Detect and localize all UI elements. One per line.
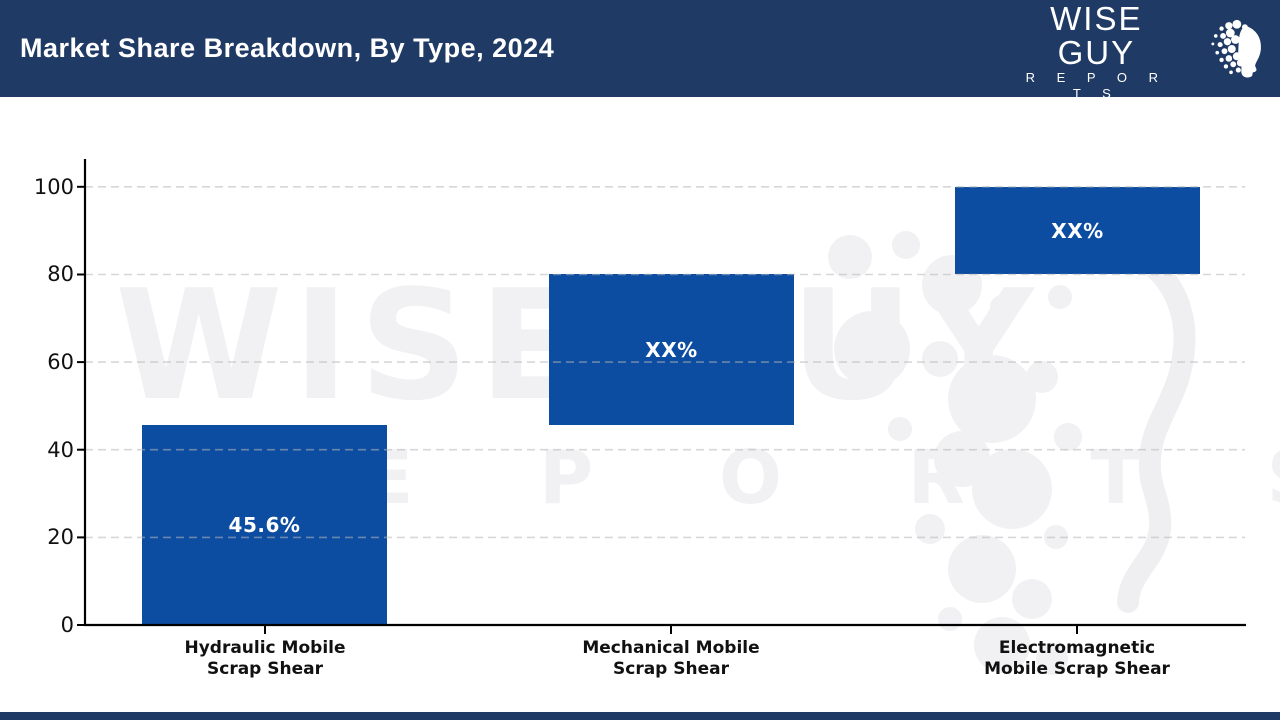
y-tick-label-80: 80 xyxy=(47,262,74,286)
x-category-label-electromagnetic: Electromagnetic Mobile Scrap Shear xyxy=(907,638,1247,680)
y-tick-label-40: 40 xyxy=(47,438,74,462)
bar-mechanical-mobile-scrap-shear: XX% xyxy=(549,274,794,426)
logo-wordmark: WISE GUY xyxy=(1050,0,1143,71)
bar-electromagnetic-mobile-scrap-shear: XX% xyxy=(955,186,1200,275)
y-tick-label-20: 20 xyxy=(47,525,74,549)
chart-plot-area: WISE GUY R E P O R T S 45.6% XX% XX% xyxy=(0,97,1280,712)
bar-value-label: XX% xyxy=(1051,218,1104,243)
category-line: Scrap Shear xyxy=(613,659,729,679)
bar-value-label: XX% xyxy=(645,337,698,362)
bar-value-label: 45.6% xyxy=(228,513,301,538)
wiseguy-face-icon xyxy=(1211,19,1261,78)
footer-bar xyxy=(0,712,1280,720)
logo-subtitle: R E P O R T S xyxy=(1025,70,1168,101)
category-line: Hydraulic Mobile xyxy=(184,638,346,658)
wiseguy-logo-text: WISE GUY R E P O R T S xyxy=(1012,2,1181,102)
y-tick-label-100: 100 xyxy=(33,175,74,199)
wiseguy-logo: WISE GUY R E P O R T S xyxy=(1012,2,1262,101)
page-title: Market Share Breakdown, By Type, 2024 xyxy=(20,33,555,63)
category-line: Mechanical Mobile xyxy=(582,638,760,658)
category-line: Electromagnetic xyxy=(998,638,1156,658)
bar-hydraulic-mobile-scrap-shear: 45.6% xyxy=(142,425,387,625)
header-bar: Market Share Breakdown, By Type, 2024 WI… xyxy=(0,0,1280,101)
x-category-label-hydraulic: Hydraulic Mobile Scrap Shear xyxy=(95,638,435,680)
y-tick-label-0: 0 xyxy=(60,613,74,637)
category-line: Mobile Scrap Shear xyxy=(984,659,1170,679)
x-category-label-mechanical: Mechanical Mobile Scrap Shear xyxy=(501,638,841,680)
category-line: Scrap Shear xyxy=(207,659,323,679)
y-tick-label-60: 60 xyxy=(47,350,74,374)
